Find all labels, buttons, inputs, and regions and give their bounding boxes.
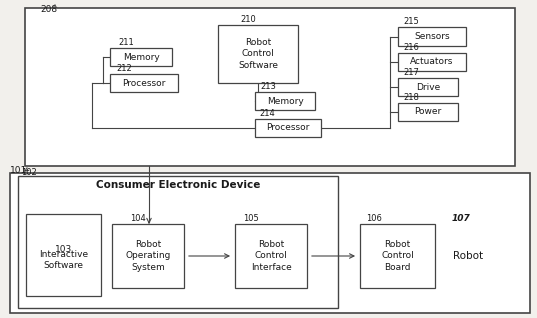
- Text: 211: 211: [118, 38, 134, 47]
- Text: Robot
Control
Interface: Robot Control Interface: [251, 240, 292, 272]
- Text: 102: 102: [21, 168, 37, 177]
- Bar: [110, 48, 172, 66]
- Bar: [255, 92, 315, 110]
- Bar: [398, 78, 458, 96]
- Bar: [235, 224, 307, 288]
- Bar: [10, 173, 530, 313]
- Text: 107: 107: [452, 214, 471, 223]
- Text: 216: 216: [403, 43, 419, 52]
- Bar: [26, 214, 101, 296]
- Text: 101: 101: [10, 166, 27, 175]
- Text: 104: 104: [130, 214, 146, 223]
- Bar: [112, 224, 184, 288]
- Text: 214: 214: [259, 109, 275, 118]
- Text: 210: 210: [240, 15, 256, 24]
- Text: Consumer Electronic Device: Consumer Electronic Device: [96, 180, 260, 190]
- Text: Robot: Robot: [453, 251, 483, 261]
- Text: 213: 213: [260, 82, 276, 91]
- Bar: [218, 25, 298, 83]
- Text: Sensors: Sensors: [414, 32, 450, 41]
- Text: Actuators: Actuators: [410, 58, 454, 66]
- Bar: [398, 103, 458, 121]
- Text: Robot
Control
Board: Robot Control Board: [381, 240, 414, 272]
- Text: Processor: Processor: [266, 123, 310, 133]
- Text: Robot
Control
Software: Robot Control Software: [238, 38, 278, 70]
- Text: 208: 208: [40, 5, 57, 14]
- Bar: [360, 224, 435, 288]
- Text: Drive: Drive: [416, 82, 440, 92]
- Text: Interactive
Software: Interactive Software: [39, 250, 88, 270]
- Text: 212: 212: [116, 64, 132, 73]
- Bar: [110, 74, 178, 92]
- Text: Robot
Operating
System: Robot Operating System: [125, 240, 171, 272]
- Text: Power: Power: [415, 107, 441, 116]
- Bar: [25, 8, 515, 166]
- Text: Memory: Memory: [267, 96, 303, 106]
- Text: Memory: Memory: [122, 52, 159, 61]
- Text: 215: 215: [403, 17, 419, 26]
- Bar: [398, 27, 466, 46]
- Text: 105: 105: [243, 214, 259, 223]
- Bar: [18, 176, 338, 308]
- Bar: [255, 119, 321, 137]
- Bar: [398, 53, 466, 71]
- Text: 103: 103: [55, 245, 72, 253]
- Text: 106: 106: [366, 214, 382, 223]
- Text: 217: 217: [403, 68, 419, 77]
- Text: Processor: Processor: [122, 79, 166, 87]
- Text: 218: 218: [403, 93, 419, 102]
